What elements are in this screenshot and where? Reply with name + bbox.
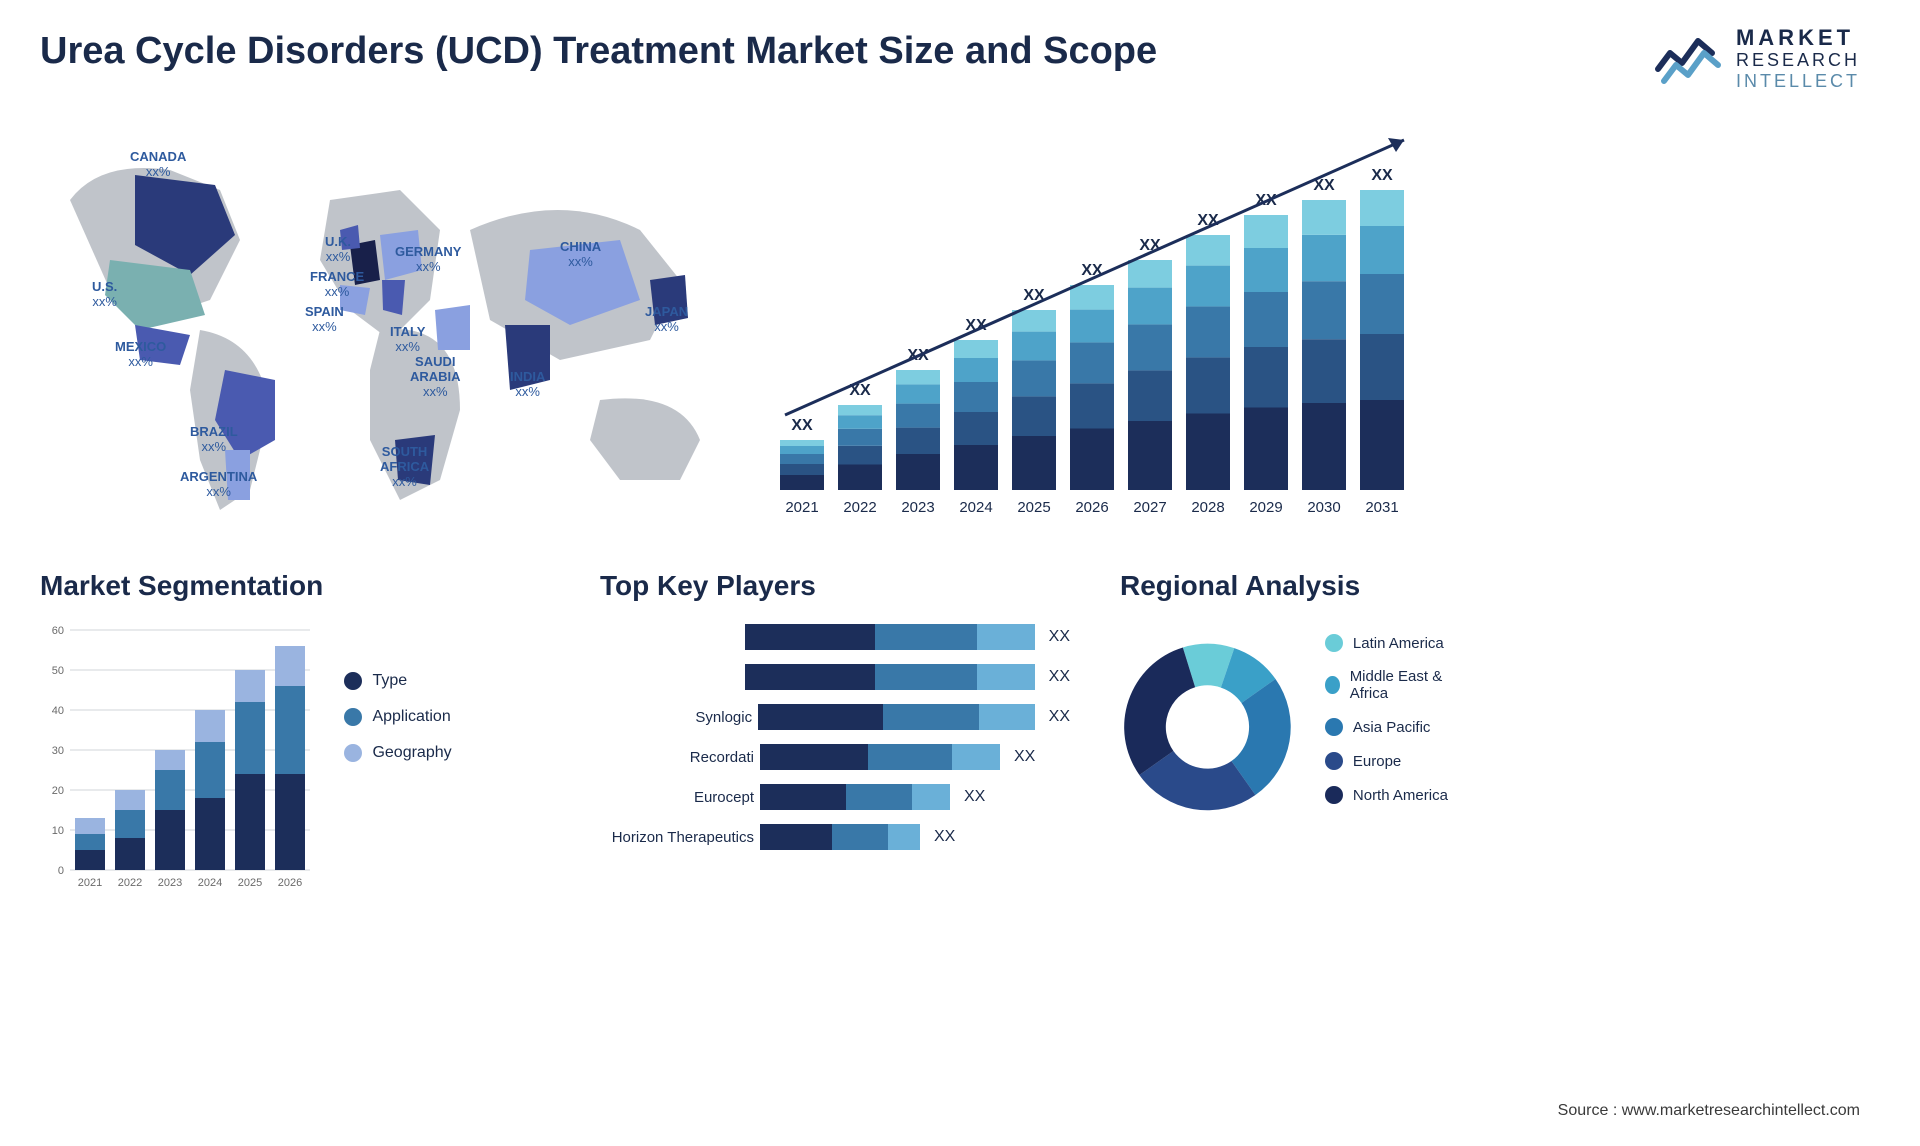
svg-text:20: 20 xyxy=(52,785,64,797)
svg-text:2021: 2021 xyxy=(785,499,818,516)
page-title: Urea Cycle Disorders (UCD) Treatment Mar… xyxy=(40,30,1157,73)
players-section: Top Key Players XX XX SynlogicXX RecordatiX… xyxy=(600,570,1070,864)
map-label-france: FRANCExx% xyxy=(310,270,364,300)
map-label-canada: CANADAxx% xyxy=(130,150,186,180)
world-map: CANADAxx% U.S.xx% MEXICOxx% BRAZILxx% ARGENT… xyxy=(40,130,750,530)
regional-donut xyxy=(1120,622,1295,832)
svg-text:2025: 2025 xyxy=(238,877,262,889)
player-row: XX xyxy=(600,624,1070,650)
svg-text:2031: 2031 xyxy=(1365,499,1398,516)
region-legend-item: Europe xyxy=(1325,752,1460,770)
svg-text:10: 10 xyxy=(52,825,64,837)
svg-text:2024: 2024 xyxy=(198,877,222,889)
svg-text:XX: XX xyxy=(1371,167,1393,184)
svg-text:2029: 2029 xyxy=(1249,499,1282,516)
regional-section: Regional Analysis Latin America Middle Ea… xyxy=(1120,570,1460,832)
logo: MARKET RESEARCH INTELLECT xyxy=(1654,25,1860,92)
map-label-italy: ITALYxx% xyxy=(390,325,425,355)
svg-text:2030: 2030 xyxy=(1307,499,1340,516)
map-label-argentina: ARGENTINAxx% xyxy=(180,470,257,500)
player-row: Horizon TherapeuticsXX xyxy=(600,824,1070,850)
seg-legend-item: Geography xyxy=(344,744,451,762)
svg-text:2028: 2028 xyxy=(1191,499,1224,516)
svg-text:XX: XX xyxy=(791,417,813,434)
svg-text:2021: 2021 xyxy=(78,877,102,889)
regional-header: Regional Analysis xyxy=(1120,570,1460,602)
region-legend-item: Middle East & Africa xyxy=(1325,668,1460,702)
svg-text:2027: 2027 xyxy=(1133,499,1166,516)
svg-text:60: 60 xyxy=(52,625,64,637)
growth-bar-chart: XX2021XX2022XX2023XX2024XX2025XX2026XX20… xyxy=(770,130,1430,530)
map-label-india: INDIAxx% xyxy=(510,370,545,400)
segmentation-header: Market Segmentation xyxy=(40,570,520,602)
players-chart: XX XX SynlogicXX RecordatiXX EuroceptXX Horiz… xyxy=(600,624,1070,850)
players-header: Top Key Players xyxy=(600,570,1070,602)
segmentation-legend: Type Application Geography xyxy=(344,672,451,780)
svg-text:30: 30 xyxy=(52,745,64,757)
player-row: RecordatiXX xyxy=(600,744,1070,770)
svg-text:2025: 2025 xyxy=(1017,499,1050,516)
svg-text:2026: 2026 xyxy=(278,877,302,889)
svg-text:2022: 2022 xyxy=(118,877,142,889)
player-row: EuroceptXX xyxy=(600,784,1070,810)
map-label-germany: GERMANYxx% xyxy=(395,245,461,275)
map-label-japan: JAPANxx% xyxy=(645,305,688,335)
logo-line3: INTELLECT xyxy=(1736,71,1860,92)
logo-icon xyxy=(1654,31,1724,86)
source-text: Source : www.marketresearchintellect.com xyxy=(1558,1102,1860,1120)
map-label-u-s-: U.S.xx% xyxy=(92,280,117,310)
svg-text:2023: 2023 xyxy=(901,499,934,516)
region-legend-item: North America xyxy=(1325,786,1460,804)
region-legend-item: Latin America xyxy=(1325,634,1460,652)
region-legend-item: Asia Pacific xyxy=(1325,718,1460,736)
seg-legend-item: Application xyxy=(344,708,451,726)
segmentation-section: Market Segmentation 0 10 20 30 40 50 60 2021 202… xyxy=(40,570,520,900)
map-label-south-africa: SOUTHAFRICAxx% xyxy=(380,445,429,490)
regional-legend: Latin America Middle East & Africa Asia Pa… xyxy=(1325,634,1460,820)
svg-text:0: 0 xyxy=(58,865,64,877)
map-label-u-k-: U.K.xx% xyxy=(325,235,351,265)
logo-line1: MARKET xyxy=(1736,25,1860,50)
svg-text:50: 50 xyxy=(52,665,64,677)
svg-text:40: 40 xyxy=(52,705,64,717)
svg-text:2022: 2022 xyxy=(843,499,876,516)
logo-line2: RESEARCH xyxy=(1736,50,1860,71)
map-label-brazil: BRAZILxx% xyxy=(190,425,238,455)
map-label-china: CHINAxx% xyxy=(560,240,601,270)
svg-text:2024: 2024 xyxy=(959,499,992,516)
map-label-mexico: MEXICOxx% xyxy=(115,340,166,370)
player-row: SynlogicXX xyxy=(600,704,1070,730)
player-row: XX xyxy=(600,664,1070,690)
map-label-saudi-arabia: SAUDIARABIAxx% xyxy=(410,355,461,400)
svg-text:2026: 2026 xyxy=(1075,499,1108,516)
svg-text:2023: 2023 xyxy=(158,877,182,889)
seg-legend-item: Type xyxy=(344,672,451,690)
map-label-spain: SPAINxx% xyxy=(305,305,344,335)
segmentation-chart: 0 10 20 30 40 50 60 2021 2022 2023 2024 2025 2026 xyxy=(40,620,320,900)
